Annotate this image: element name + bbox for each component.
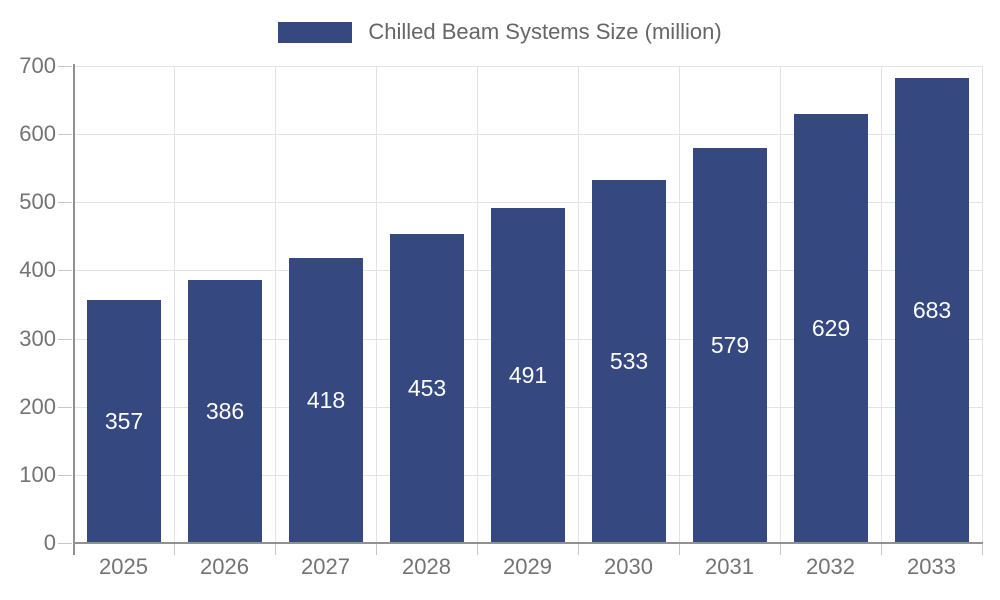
x-tick-label: 2028 (402, 554, 451, 579)
y-axis-tick (58, 134, 72, 135)
y-tick-label: 500 (19, 189, 56, 214)
x-axis-tick (780, 543, 781, 555)
y-tick-label: 200 (19, 394, 56, 419)
bar-2025: 357 (87, 300, 161, 543)
bar-2028: 453 (390, 234, 464, 543)
bar-value-label: 418 (306, 387, 346, 413)
y-axis-tick (58, 202, 72, 203)
x-axis-tick (881, 543, 882, 555)
legend-label: Chilled Beam Systems Size (million) (368, 19, 722, 44)
legend: Chilled Beam Systems Size (million) (0, 20, 1000, 44)
x-gridline (982, 66, 983, 543)
x-gridline (679, 66, 680, 543)
x-gridline (275, 66, 276, 543)
y-tick-label: 300 (19, 326, 56, 351)
bar-value-label: 579 (710, 332, 750, 358)
x-gridline (881, 66, 882, 543)
y-axis-tick (58, 407, 72, 408)
x-axis-tick (174, 543, 175, 555)
bar-value-label: 491 (508, 362, 548, 388)
bar-2026: 386 (188, 280, 262, 543)
x-axis-tick (477, 543, 478, 555)
x-axis-tick (679, 543, 680, 555)
bar-value-label: 533 (609, 348, 649, 374)
y-axis-tick (58, 66, 72, 67)
x-tick-label: 2030 (604, 554, 653, 579)
y-tick-label: 400 (19, 257, 56, 282)
x-axis-tick (275, 543, 276, 555)
plot-area: 357 386 418 453 491 533 579 629 683 (73, 66, 983, 543)
x-gridline (477, 66, 478, 543)
y-tick-label: 700 (19, 53, 56, 78)
y-axis-tick (58, 270, 72, 271)
y-tick-label: 0 (43, 530, 56, 555)
x-gridline (376, 66, 377, 543)
bar-value-label: 386 (205, 398, 245, 424)
x-gridline (780, 66, 781, 543)
y-tick-label: 100 (19, 462, 56, 487)
bar-value-label: 683 (912, 297, 952, 323)
x-axis-tick (982, 543, 983, 555)
x-tick-label: 2025 (99, 554, 148, 579)
x-gridline (578, 66, 579, 543)
y-gridline (73, 66, 982, 67)
bar-2032: 629 (794, 114, 868, 543)
y-gridline (73, 134, 982, 135)
x-tick-label: 2029 (503, 554, 552, 579)
bar-2029: 491 (491, 208, 565, 543)
x-tick-label: 2032 (806, 554, 855, 579)
legend-swatch (278, 21, 353, 43)
x-axis-line (73, 542, 983, 544)
x-tick-label: 2027 (301, 554, 350, 579)
y-axis-tick (58, 543, 72, 544)
bar-2030: 533 (592, 180, 666, 543)
bar-value-label: 629 (811, 315, 851, 341)
bar-2033: 683 (895, 78, 969, 543)
x-tick-label: 2031 (705, 554, 754, 579)
x-tick-label: 2033 (907, 554, 956, 579)
y-tick-label: 600 (19, 121, 56, 146)
bar-value-label: 357 (104, 408, 144, 434)
bar-2027: 418 (289, 258, 363, 543)
x-tick-label: 2026 (200, 554, 249, 579)
bar-value-label: 453 (407, 375, 447, 401)
x-axis-tick (578, 543, 579, 555)
x-gridline (174, 66, 175, 543)
y-gridline (73, 202, 982, 203)
x-axis-tick (376, 543, 377, 555)
y-axis-line (73, 64, 75, 555)
y-axis-tick (58, 339, 72, 340)
bar-2031: 579 (693, 148, 767, 543)
y-axis-tick (58, 475, 72, 476)
